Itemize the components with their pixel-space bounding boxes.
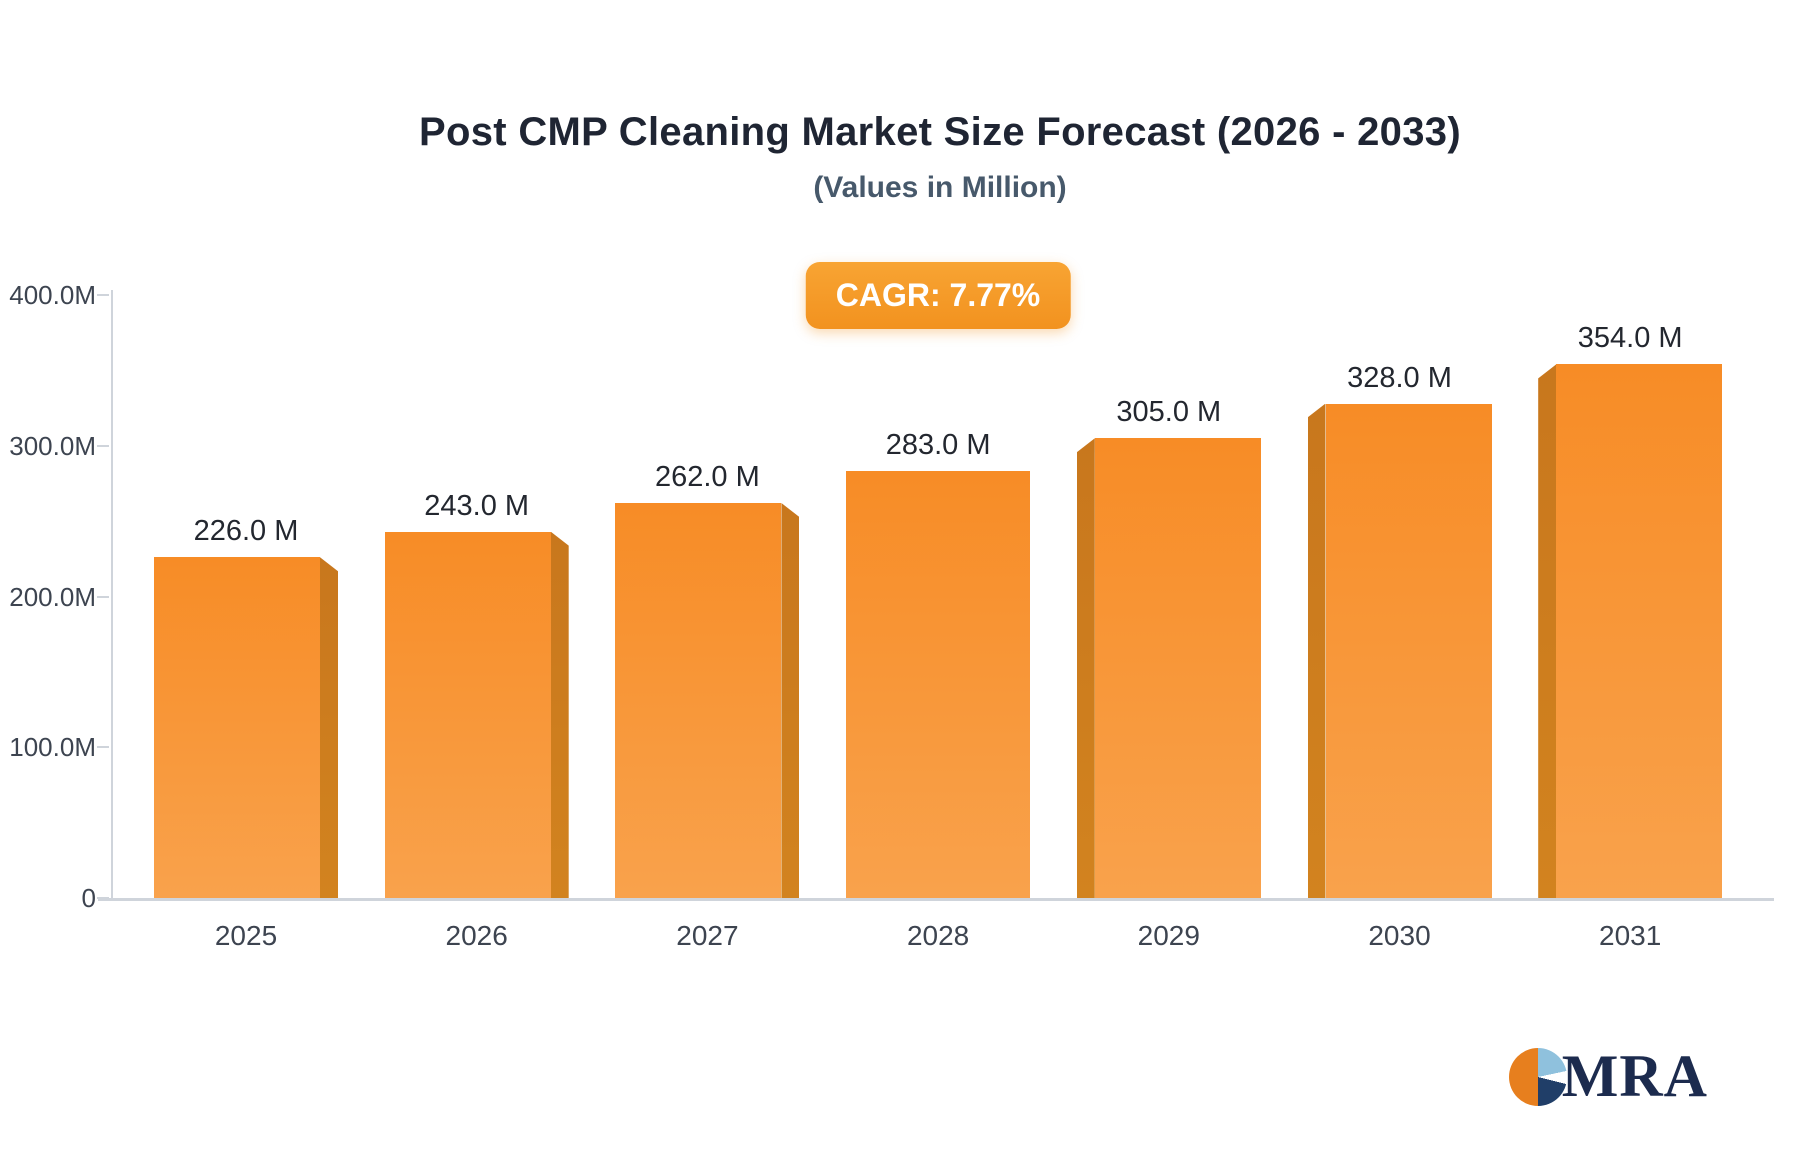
bar-side-face <box>781 503 800 898</box>
bar-face <box>1556 364 1723 898</box>
y-tick-mark <box>97 595 109 598</box>
x-tick-label: 2031 <box>1599 920 1662 951</box>
bar-face <box>154 557 320 898</box>
bar-2029: 305.0 M <box>1076 396 1261 898</box>
chart-subtitle: (Values in Million) <box>813 171 1067 204</box>
y-tick-label: 200.0M <box>9 581 96 612</box>
bar-value-label: 305.0 M <box>1116 396 1222 429</box>
brand-logo: MRA <box>1508 1042 1708 1111</box>
bar-face <box>384 531 551 898</box>
x-tick-label: 2029 <box>1137 920 1200 951</box>
y-tick-mark <box>97 746 109 749</box>
y-tick-label: 400.0M <box>9 280 96 310</box>
logo-text: MRA <box>1561 1043 1708 1109</box>
bar-value-label: 243.0 M <box>424 489 530 522</box>
y-tick-label: 0 <box>81 883 96 913</box>
bar-value-label: 262.0 M <box>654 461 760 494</box>
bar-value-label: 226.0 M <box>193 515 299 548</box>
x-tick-label: 2030 <box>1368 920 1431 951</box>
bar-value-label: 354.0 M <box>1577 322 1683 355</box>
bar-value-label: 328.0 M <box>1347 361 1452 394</box>
bar-2031: 354.0 M <box>1538 322 1723 898</box>
bar-side-face <box>550 531 569 898</box>
pie-chart-logo-icon <box>1508 1047 1567 1106</box>
bar-side-face <box>1307 403 1326 898</box>
bar-2026: 243.0 M <box>384 490 569 898</box>
x-tick-label: 2025 <box>214 920 278 951</box>
bar-2025: 226.0 M <box>154 515 338 898</box>
x-tick-label: 2027 <box>676 920 739 951</box>
y-axis-line <box>111 290 113 900</box>
cagr-badge: CAGR: 7.77% <box>805 262 1071 329</box>
chart-header: Post CMP Cleaning Market Size Forecast (… <box>110 110 1770 205</box>
y-tick-mark <box>97 444 109 447</box>
x-tick-label: 2026 <box>445 920 508 951</box>
y-tick-label: 100.0M <box>9 732 96 763</box>
y-tick-label: 300.0M <box>9 430 96 461</box>
y-tick-mark <box>97 897 109 899</box>
chart-title: Post CMP Cleaning Market Size Forecast (… <box>419 110 1461 154</box>
bar-2027: 262.0 M <box>615 461 800 898</box>
y-tick-mark <box>97 294 109 296</box>
bar-2028: 283.0 M <box>846 429 1031 898</box>
x-axis-line <box>98 898 1774 901</box>
bar-side-face <box>1076 438 1095 898</box>
bar-face <box>1094 438 1261 898</box>
bar-side-face <box>320 557 338 898</box>
bar-value-label: 283.0 M <box>885 429 991 462</box>
bar-face <box>846 471 1031 898</box>
bar-face <box>1325 403 1492 898</box>
x-tick-label: 2028 <box>906 920 970 951</box>
bar-2030: 328.0 M <box>1307 362 1492 898</box>
bar-side-face <box>1538 364 1557 898</box>
bar-face <box>615 503 782 898</box>
